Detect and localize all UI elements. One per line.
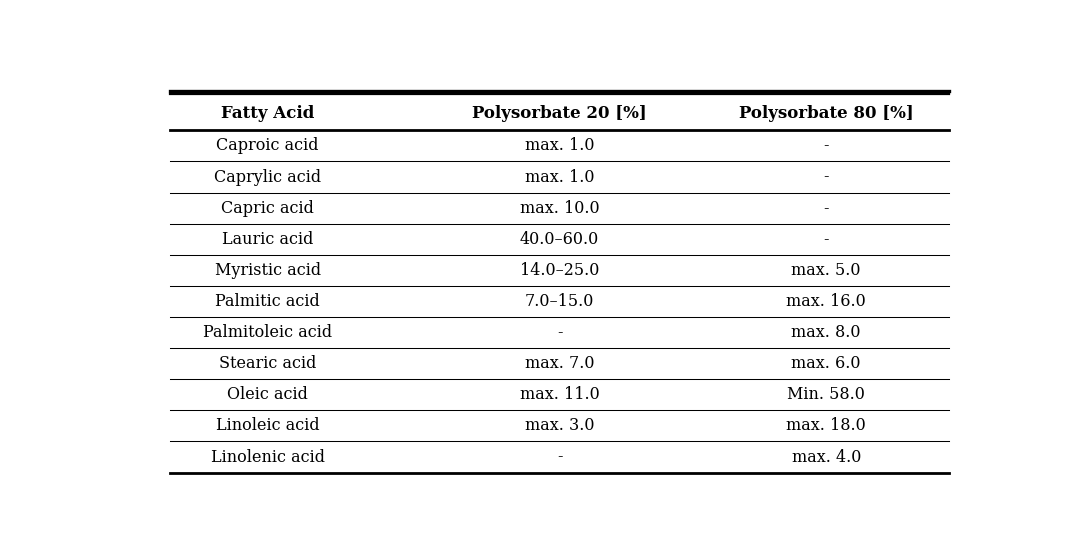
Text: Oleic acid: Oleic acid (227, 386, 308, 403)
Text: -: - (823, 168, 829, 185)
Text: max. 4.0: max. 4.0 (792, 448, 860, 465)
Text: Stearic acid: Stearic acid (219, 355, 317, 372)
Text: max. 16.0: max. 16.0 (786, 293, 866, 310)
Text: max. 7.0: max. 7.0 (525, 355, 594, 372)
Text: Linolenic acid: Linolenic acid (211, 448, 324, 465)
Text: Polysorbate 80 [%]: Polysorbate 80 [%] (739, 104, 914, 122)
Text: 40.0–60.0: 40.0–60.0 (520, 231, 600, 248)
Text: Caproic acid: Caproic acid (216, 138, 319, 155)
Text: Palmitoleic acid: Palmitoleic acid (203, 324, 332, 341)
Text: -: - (823, 231, 829, 248)
Text: Polysorbate 20 [%]: Polysorbate 20 [%] (472, 104, 648, 122)
Text: max. 18.0: max. 18.0 (786, 417, 866, 434)
Text: -: - (557, 448, 562, 465)
Text: Min. 58.0: Min. 58.0 (787, 386, 865, 403)
Text: max. 8.0: max. 8.0 (792, 324, 860, 341)
Text: 14.0–25.0: 14.0–25.0 (520, 262, 600, 279)
Text: Linoleic acid: Linoleic acid (216, 417, 320, 434)
Text: -: - (823, 200, 829, 217)
Text: max. 5.0: max. 5.0 (792, 262, 860, 279)
Text: Lauric acid: Lauric acid (222, 231, 313, 248)
Text: max. 1.0: max. 1.0 (525, 168, 594, 185)
Text: max. 1.0: max. 1.0 (525, 138, 594, 155)
Text: -: - (557, 324, 562, 341)
Text: Fatty Acid: Fatty Acid (221, 104, 314, 122)
Text: Capric acid: Capric acid (222, 200, 314, 217)
Text: Caprylic acid: Caprylic acid (214, 168, 321, 185)
Text: max. 11.0: max. 11.0 (520, 386, 600, 403)
Text: max. 10.0: max. 10.0 (520, 200, 600, 217)
Text: -: - (823, 138, 829, 155)
Text: 7.0–15.0: 7.0–15.0 (525, 293, 594, 310)
Text: max. 3.0: max. 3.0 (525, 417, 594, 434)
Text: Palmitic acid: Palmitic acid (215, 293, 320, 310)
Text: max. 6.0: max. 6.0 (792, 355, 860, 372)
Text: Myristic acid: Myristic acid (215, 262, 321, 279)
